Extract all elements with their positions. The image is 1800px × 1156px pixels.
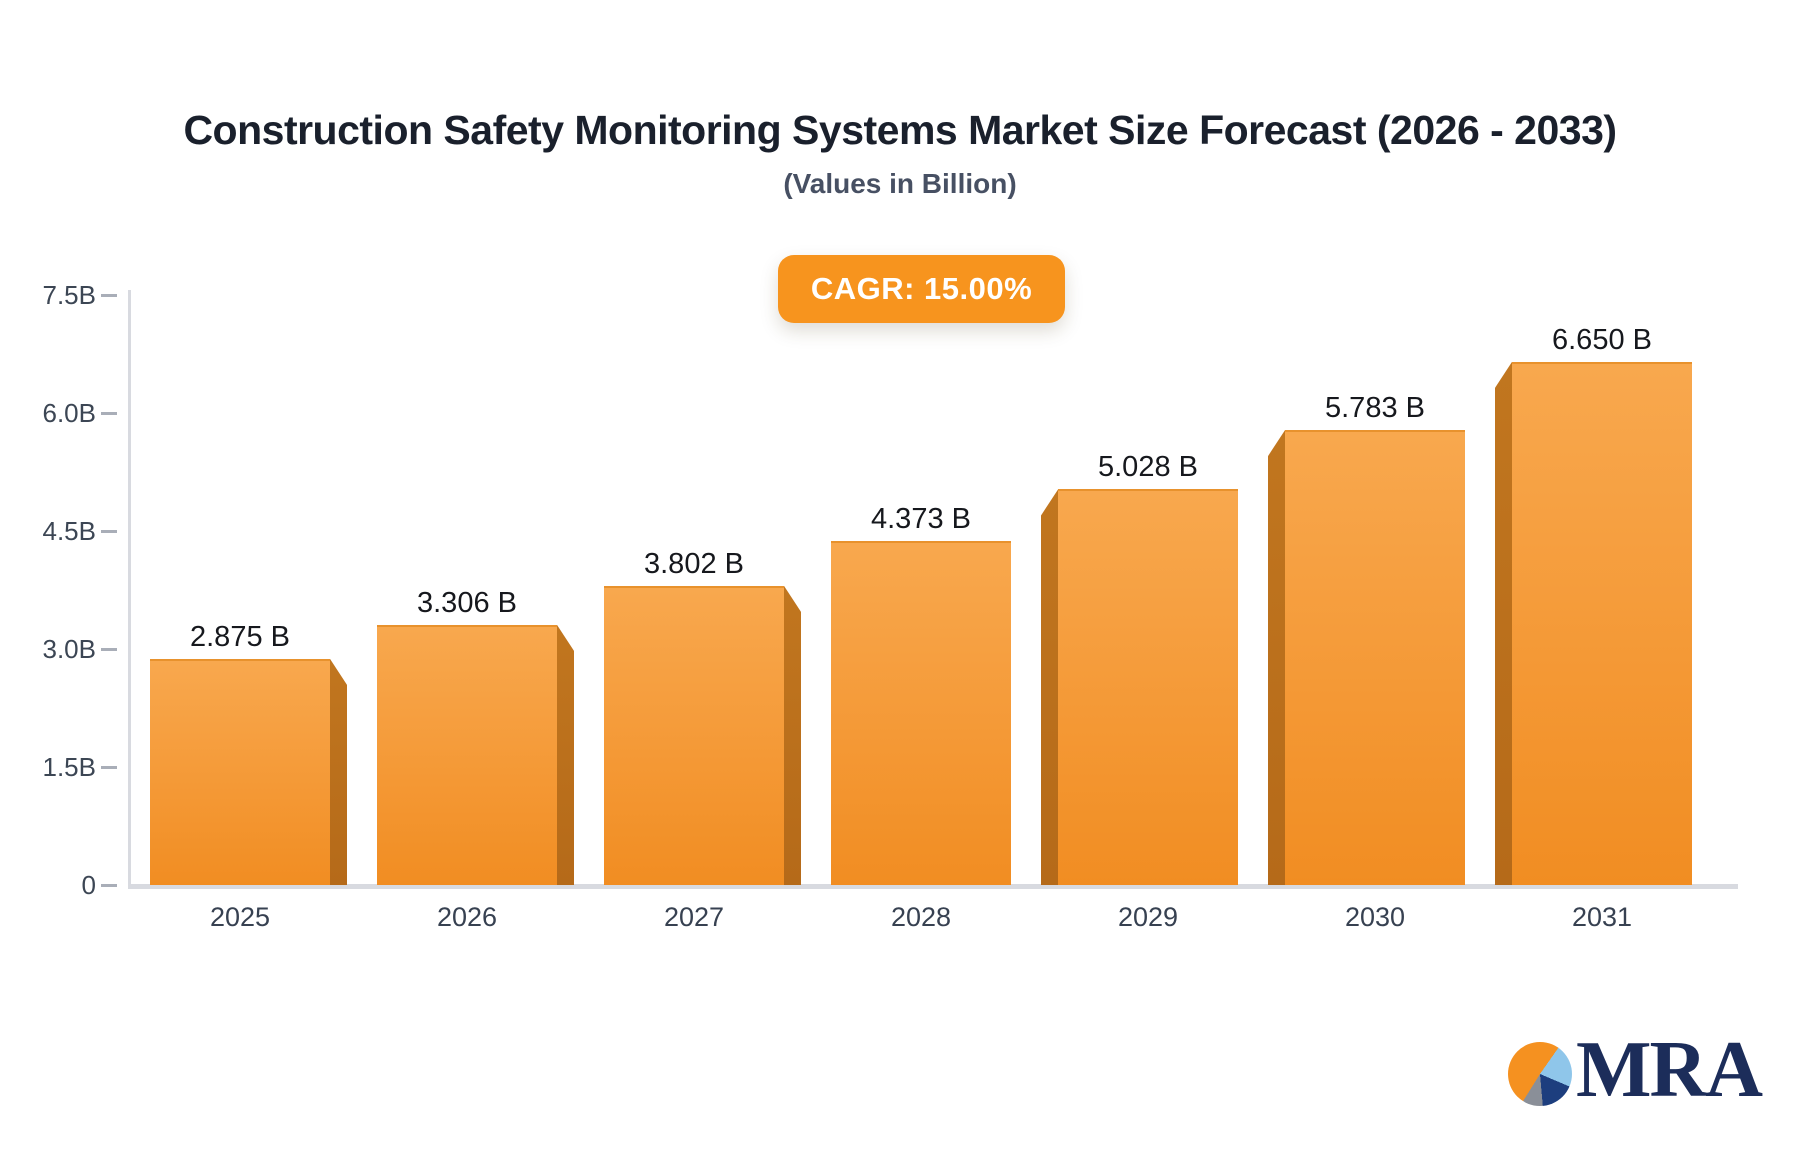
bar-2030 <box>1285 430 1465 885</box>
bar-2028 <box>831 540 1011 885</box>
bar-2030-side-face <box>1268 430 1285 885</box>
y-tick-mark <box>101 766 117 769</box>
mra-logo: MRA <box>1508 1028 1768 1112</box>
bar-value-label: 2.875 B <box>190 620 290 653</box>
bar-2031-side-face <box>1495 361 1512 885</box>
x-axis-label: 2029 <box>1117 902 1179 932</box>
y-tick-label: 4.5B <box>42 516 97 546</box>
bar-2025 <box>150 658 330 885</box>
bar-2026 <box>377 624 557 885</box>
y-tick-label: 3.0B <box>42 634 97 664</box>
y-tick-mark <box>101 648 117 651</box>
x-axis-label: 2030 <box>1344 902 1406 932</box>
x-axis-label: 2027 <box>663 902 725 932</box>
bar-value-label: 5.783 B <box>1325 392 1425 425</box>
cagr-badge-label: CAGR: 15.00% <box>810 271 1033 306</box>
bar-2031 <box>1512 361 1692 885</box>
bar-2025-side-face <box>330 658 347 885</box>
bar-value-label: 3.306 B <box>417 586 517 619</box>
y-tick-mark <box>101 294 117 297</box>
y-axis-line <box>128 290 131 888</box>
x-axis-label: 2025 <box>209 902 271 932</box>
y-tick-mark <box>101 884 117 887</box>
y-tick-label: 7.5B <box>42 280 97 310</box>
bar-value-label: 4.373 B <box>871 502 971 535</box>
x-axis-label: 2028 <box>890 902 952 932</box>
bar-2026-side-face <box>557 624 574 885</box>
bar-2029 <box>1058 489 1238 885</box>
cagr-badge: CAGR: 15.00% <box>778 255 1065 323</box>
y-tick-mark <box>101 412 117 415</box>
logo-text: MRA <box>1576 1026 1763 1114</box>
x-axis-line <box>128 884 1738 889</box>
bar-2029-side-face <box>1041 489 1058 885</box>
bar-value-label: 5.028 B <box>1098 451 1198 484</box>
bar-value-label: 3.802 B <box>644 547 744 580</box>
bar-value-label: 6.650 B <box>1552 323 1652 356</box>
x-axis-label: 2026 <box>436 902 498 932</box>
x-axis-label: 2031 <box>1571 902 1633 932</box>
y-tick-label: 6.0B <box>42 398 97 428</box>
chart-subtitle: (Values in Billion) <box>783 168 1017 199</box>
bar-2027 <box>604 585 784 885</box>
chart-title: Construction Safety Monitoring Systems M… <box>183 107 1617 153</box>
bar-2027-side-face <box>784 585 801 885</box>
pie-chart-icon <box>1508 1042 1572 1106</box>
y-tick-mark <box>101 530 117 533</box>
y-tick-label: 0 <box>81 870 96 900</box>
y-tick-label: 1.5B <box>42 752 97 782</box>
